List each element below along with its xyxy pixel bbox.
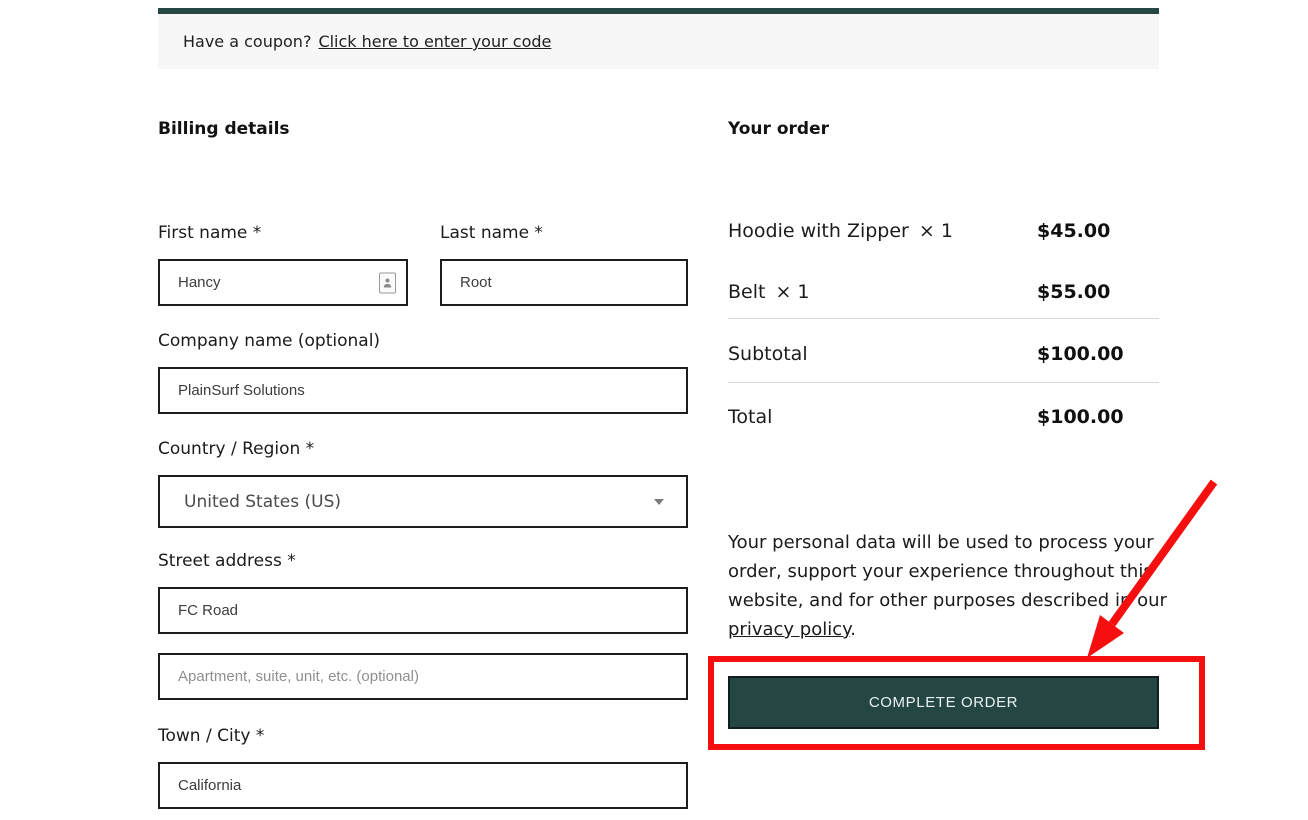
subtotal-row: Subtotal $100.00 (728, 343, 1159, 366)
annotation-highlight-box (708, 656, 1205, 750)
autofill-contact-icon[interactable] (379, 272, 396, 293)
order-item-name: Belt × 1 (728, 281, 810, 303)
coupon-toggle-link[interactable]: Click here to enter your code (318, 32, 552, 51)
country-label: Country / Region * (158, 439, 315, 459)
street-label: Street address * (158, 551, 296, 571)
last-name-field-group: Last name * (440, 223, 688, 306)
order-item-name: Hoodie with Zipper × 1 (728, 220, 953, 242)
street-field-group: Street address * (158, 551, 688, 634)
city-label: Town / City * (158, 726, 265, 746)
coupon-notice: Have a coupon? Click here to enter your … (158, 8, 1159, 69)
order-item-row: Belt × 1 $55.00 (728, 281, 1159, 304)
order-item-qty: × 1 (918, 220, 953, 242)
total-label: Total (728, 406, 773, 428)
order-review-section: Your order Hoodie with Zipper × 1 $45.00 … (728, 118, 1167, 640)
country-select[interactable]: United States (US) (158, 475, 688, 528)
apartment-field-group (158, 653, 688, 700)
order-heading: Your order (728, 119, 829, 139)
billing-heading: Billing details (158, 119, 290, 139)
apartment-input[interactable] (158, 653, 688, 700)
company-field-group: Company name (optional) (158, 331, 688, 414)
city-input[interactable] (158, 762, 688, 809)
complete-order-button[interactable]: COMPLETE ORDER (728, 676, 1159, 729)
first-name-field-group: First name * (158, 223, 408, 306)
country-selected-value: United States (US) (184, 491, 342, 512)
total-amount: $100.00 (1037, 406, 1124, 428)
chevron-down-icon (654, 498, 664, 505)
privacy-policy-text: Your personal data will be used to proce… (728, 532, 1167, 640)
order-divider (728, 382, 1159, 383)
subtotal-amount: $100.00 (1037, 343, 1124, 365)
last-name-label: Last name * (440, 223, 543, 243)
order-item-qty: × 1 (775, 281, 810, 303)
order-item-row: Hoodie with Zipper × 1 $45.00 (728, 220, 1159, 243)
privacy-policy-link[interactable]: privacy policy (728, 619, 851, 640)
order-item-price: $45.00 (1037, 220, 1111, 242)
street-address-input[interactable] (158, 587, 688, 634)
first-name-label: First name * (158, 223, 262, 243)
city-field-group: Town / City * (158, 726, 688, 809)
last-name-input[interactable] (440, 259, 688, 306)
billing-details-section: Billing details First name * Last name *… (158, 118, 688, 809)
subtotal-label: Subtotal (728, 343, 808, 365)
first-name-input[interactable] (158, 259, 408, 306)
company-label: Company name (optional) (158, 331, 381, 351)
order-item-price: $55.00 (1037, 281, 1111, 303)
coupon-text: Have a coupon? (183, 32, 312, 51)
name-fields-row: First name * Last name * (158, 223, 688, 306)
order-divider (728, 318, 1159, 319)
company-input[interactable] (158, 367, 688, 414)
country-field-group: Country / Region * United States (US) (158, 439, 688, 528)
total-row: Total $100.00 (728, 406, 1159, 429)
